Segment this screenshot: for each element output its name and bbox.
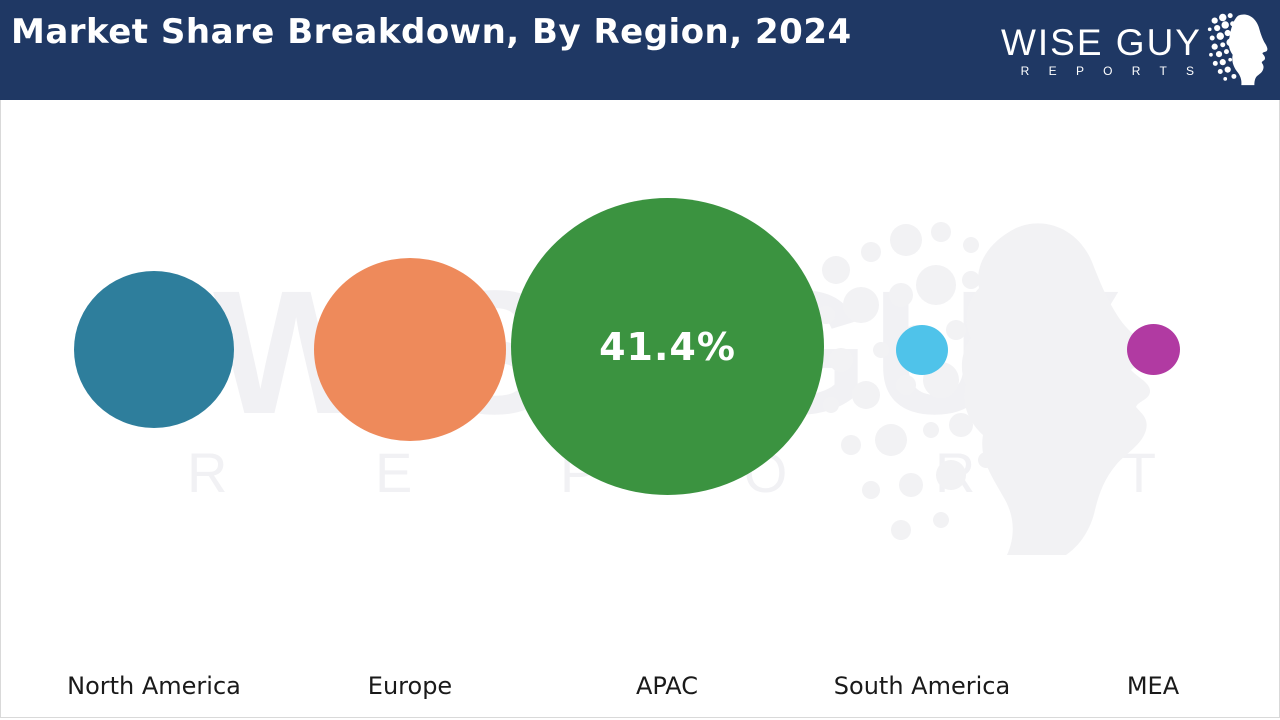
bubble-apac: 41.4% xyxy=(511,198,824,495)
bubble-mea xyxy=(1127,324,1180,375)
logo-tagline: R E P O R T S xyxy=(1020,64,1202,78)
bubble-europe xyxy=(314,258,506,441)
category-label-north-america: North America xyxy=(67,672,241,700)
category-label-europe: Europe xyxy=(367,672,453,700)
logo-wordmark: WISE GUY xyxy=(1000,22,1202,63)
logo: WISE GUY R E P O R T S xyxy=(1001,6,1268,96)
category-label-mea: MEA xyxy=(1126,672,1180,700)
page-title: Market Share Breakdown, By Region, 2024 xyxy=(11,12,852,52)
category-label-south-america: South America xyxy=(833,672,1011,700)
bubble-south-america xyxy=(896,325,948,375)
logo-head-icon xyxy=(1207,13,1268,86)
category-label-apac: APAC xyxy=(635,672,699,700)
bubble-chart: WISE GUY R E P O R T S 41.4% North xyxy=(0,100,1280,718)
header-bar: Market Share Breakdown, By Region, 2024 … xyxy=(0,0,1280,100)
watermark-head-icon xyxy=(817,222,1159,555)
bubble-north-america xyxy=(74,271,234,428)
logo-text: WISE GUY R E P O R T S xyxy=(1001,24,1202,78)
bubble-value-label-apac: 41.4% xyxy=(599,324,736,369)
